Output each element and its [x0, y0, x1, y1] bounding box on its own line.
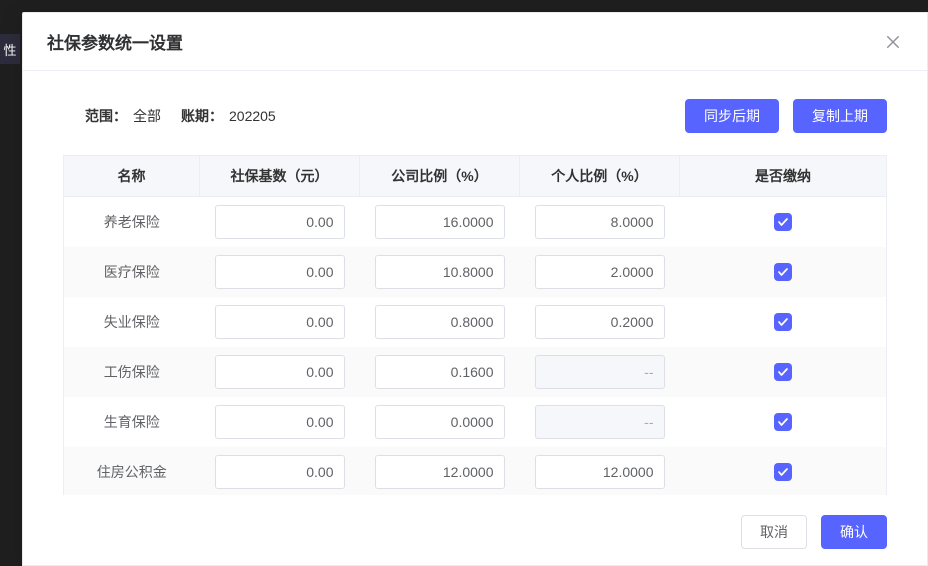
- cell-base: [200, 447, 360, 495]
- scope-group: 范围： 全部: [85, 106, 161, 126]
- base-input[interactable]: [215, 405, 345, 439]
- personal-input[interactable]: [535, 205, 665, 239]
- cell-personal: [520, 197, 680, 248]
- bg-stub-text: 性: [0, 34, 20, 64]
- base-input[interactable]: [215, 205, 345, 239]
- table-row: 生育保险: [64, 397, 887, 447]
- cell-pay: [680, 397, 887, 447]
- cell-pay: [680, 447, 887, 495]
- cell-company: [360, 447, 520, 495]
- period-value: 202205: [229, 108, 276, 124]
- cell-personal: [520, 397, 680, 447]
- confirm-label: 确认: [840, 522, 868, 542]
- personal-input: [535, 405, 665, 439]
- cell-personal: [520, 297, 680, 347]
- cancel-label: 取消: [760, 522, 788, 542]
- company-input[interactable]: [375, 455, 505, 489]
- header-actions: 同步后期 复制上期: [685, 99, 887, 133]
- table-row: 工伤保险: [64, 347, 887, 397]
- row-name: 生育保险: [64, 397, 200, 447]
- table-row: 住房公积金: [64, 447, 887, 495]
- sync-next-label: 同步后期: [704, 106, 760, 126]
- th-name: 名称: [64, 156, 200, 197]
- personal-input: [535, 355, 665, 389]
- cell-base: [200, 347, 360, 397]
- company-input[interactable]: [375, 405, 505, 439]
- period-group: 账期： 202205: [181, 106, 276, 126]
- cell-pay: [680, 247, 887, 297]
- modal-body: 范围： 全部 账期： 202205 同步后期 复制上期 名称 社保基数（元） 公…: [23, 71, 927, 495]
- period-label: 账期：: [181, 106, 223, 126]
- cell-company: [360, 347, 520, 397]
- pay-checkbox[interactable]: [774, 213, 792, 231]
- cell-pay: [680, 297, 887, 347]
- cell-pay: [680, 347, 887, 397]
- params-table: 名称 社保基数（元） 公司比例（%） 个人比例（%） 是否缴纳 养老保险医疗保险…: [63, 155, 887, 495]
- modal-footer: 取消 确认: [23, 495, 927, 565]
- table-row: 医疗保险: [64, 247, 887, 297]
- meta-row: 范围： 全部 账期： 202205 同步后期 复制上期: [63, 71, 887, 155]
- company-input[interactable]: [375, 305, 505, 339]
- scope-label: 范围：: [85, 106, 127, 126]
- company-input[interactable]: [375, 205, 505, 239]
- company-input[interactable]: [375, 355, 505, 389]
- cell-personal: [520, 347, 680, 397]
- sync-next-button[interactable]: 同步后期: [685, 99, 779, 133]
- row-name: 住房公积金: [64, 447, 200, 495]
- row-name: 养老保险: [64, 197, 200, 248]
- cell-personal: [520, 447, 680, 495]
- cell-company: [360, 197, 520, 248]
- scope-value: 全部: [133, 106, 161, 126]
- base-input[interactable]: [215, 305, 345, 339]
- personal-input[interactable]: [535, 455, 665, 489]
- modal-header: 社保参数统一设置: [23, 13, 927, 71]
- cell-company: [360, 297, 520, 347]
- table-row: 养老保险: [64, 197, 887, 248]
- pay-checkbox[interactable]: [774, 313, 792, 331]
- pay-checkbox[interactable]: [774, 463, 792, 481]
- base-input[interactable]: [215, 255, 345, 289]
- cell-company: [360, 397, 520, 447]
- pay-checkbox[interactable]: [774, 413, 792, 431]
- copy-prev-label: 复制上期: [812, 106, 868, 126]
- base-input[interactable]: [215, 355, 345, 389]
- cell-personal: [520, 247, 680, 297]
- cell-base: [200, 397, 360, 447]
- modal-title: 社保参数统一设置: [47, 29, 183, 54]
- bg-stub-label: 性: [3, 40, 16, 59]
- th-pay: 是否缴纳: [680, 156, 887, 197]
- th-company: 公司比例（%）: [360, 156, 520, 197]
- th-personal: 个人比例（%）: [520, 156, 680, 197]
- cancel-button[interactable]: 取消: [741, 515, 807, 549]
- cell-base: [200, 197, 360, 248]
- copy-prev-button[interactable]: 复制上期: [793, 99, 887, 133]
- confirm-button[interactable]: 确认: [821, 515, 887, 549]
- close-icon[interactable]: [883, 32, 903, 52]
- personal-input[interactable]: [535, 255, 665, 289]
- pay-checkbox[interactable]: [774, 263, 792, 281]
- base-input[interactable]: [215, 455, 345, 489]
- cell-base: [200, 247, 360, 297]
- pay-checkbox[interactable]: [774, 363, 792, 381]
- modal-social-params: 社保参数统一设置 范围： 全部 账期： 202205 同步后期 复制上期: [22, 12, 928, 566]
- row-name: 工伤保险: [64, 347, 200, 397]
- th-base: 社保基数（元）: [200, 156, 360, 197]
- table-row: 失业保险: [64, 297, 887, 347]
- cell-company: [360, 247, 520, 297]
- company-input[interactable]: [375, 255, 505, 289]
- personal-input[interactable]: [535, 305, 665, 339]
- row-name: 医疗保险: [64, 247, 200, 297]
- cell-base: [200, 297, 360, 347]
- row-name: 失业保险: [64, 297, 200, 347]
- cell-pay: [680, 197, 887, 248]
